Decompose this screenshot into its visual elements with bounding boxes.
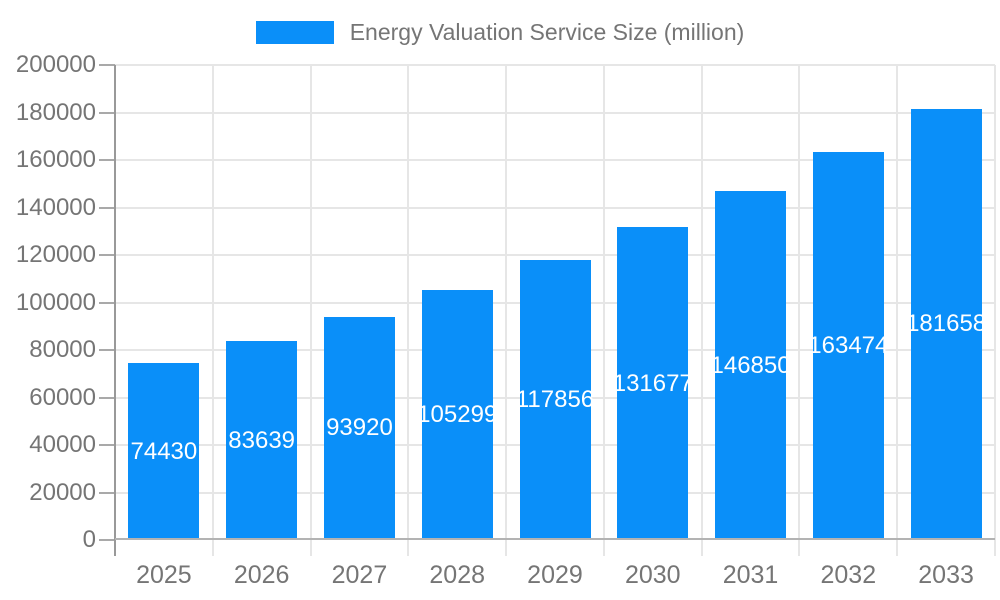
gridline-horizontal bbox=[115, 159, 995, 161]
bar[interactable] bbox=[421, 289, 493, 540]
gridline-vertical bbox=[700, 65, 703, 556]
y-axis-tick bbox=[99, 349, 115, 351]
y-axis-tick bbox=[99, 396, 115, 399]
y-axis-tick bbox=[99, 254, 115, 256]
y-axis-tick-label: 100000 bbox=[15, 288, 96, 316]
gridline-horizontal bbox=[115, 206, 995, 209]
x-axis-tick-label: 2033 bbox=[918, 561, 974, 589]
y-axis-tick bbox=[99, 539, 115, 541]
gridline-vertical bbox=[602, 65, 605, 556]
bar[interactable] bbox=[519, 260, 591, 540]
x-axis-tick-label: 2032 bbox=[820, 561, 877, 589]
x-axis-tick-label: 2025 bbox=[136, 561, 192, 589]
x-axis-tick-label: 2027 bbox=[331, 561, 388, 589]
y-axis-tick bbox=[99, 491, 115, 494]
y-axis-tick bbox=[99, 159, 115, 161]
y-axis-tick-label: 200000 bbox=[15, 51, 96, 78]
gridline-vertical bbox=[896, 65, 899, 556]
gridline-vertical bbox=[994, 65, 996, 556]
bar[interactable] bbox=[323, 316, 395, 540]
y-axis-tick-label: 120000 bbox=[15, 241, 96, 268]
y-axis-tick bbox=[99, 301, 115, 304]
y-axis-tick bbox=[99, 111, 115, 114]
bar[interactable] bbox=[910, 108, 982, 540]
plot-area: 74430 83639 93920 105299 117856 131677 146850 1… bbox=[99, 64, 996, 556]
gridline-vertical bbox=[211, 65, 214, 556]
gridline-horizontal bbox=[115, 111, 995, 114]
y-axis-tick-label: 0 bbox=[82, 526, 96, 553]
y-axis-tick-label: 140000 bbox=[15, 193, 96, 221]
gridline-vertical bbox=[798, 65, 801, 556]
legend-label: Energy Valuation Service Size (million) bbox=[349, 19, 745, 45]
bar[interactable] bbox=[226, 341, 298, 540]
gridline-horizontal bbox=[115, 254, 995, 256]
y-axis-line bbox=[114, 65, 116, 556]
y-axis-tick-label: 20000 bbox=[29, 478, 96, 506]
bar[interactable] bbox=[812, 151, 884, 540]
x-axis-tick-label: 2031 bbox=[722, 561, 779, 589]
y-axis-tick bbox=[99, 206, 115, 209]
bar[interactable] bbox=[715, 191, 787, 540]
y-axis-tick-label: 60000 bbox=[29, 383, 96, 411]
y-axis-tick-label: 180000 bbox=[15, 98, 96, 126]
x-axis-tick-label: 2030 bbox=[624, 561, 681, 589]
bar[interactable] bbox=[128, 363, 200, 540]
legend-item[interactable]: Energy Valuation Service Size (million) bbox=[0, 18, 1000, 46]
gridline-vertical bbox=[309, 65, 312, 556]
x-axis-tick-label: 2028 bbox=[429, 561, 486, 589]
gridline-vertical bbox=[407, 65, 410, 556]
gridline-horizontal bbox=[115, 64, 995, 66]
y-axis-tick bbox=[99, 64, 115, 66]
y-axis-tick-label: 80000 bbox=[29, 336, 96, 363]
x-axis-tick-label: 2029 bbox=[527, 561, 583, 589]
y-axis-tick-label: 40000 bbox=[29, 431, 96, 458]
gridline-vertical bbox=[505, 65, 508, 556]
y-axis-tick-label: 160000 bbox=[15, 146, 96, 173]
x-axis-line bbox=[115, 538, 995, 540]
legend-swatch bbox=[255, 20, 334, 44]
x-axis-tick-label: 2026 bbox=[233, 561, 290, 589]
bar[interactable] bbox=[617, 227, 689, 540]
y-axis-tick bbox=[99, 444, 115, 446]
